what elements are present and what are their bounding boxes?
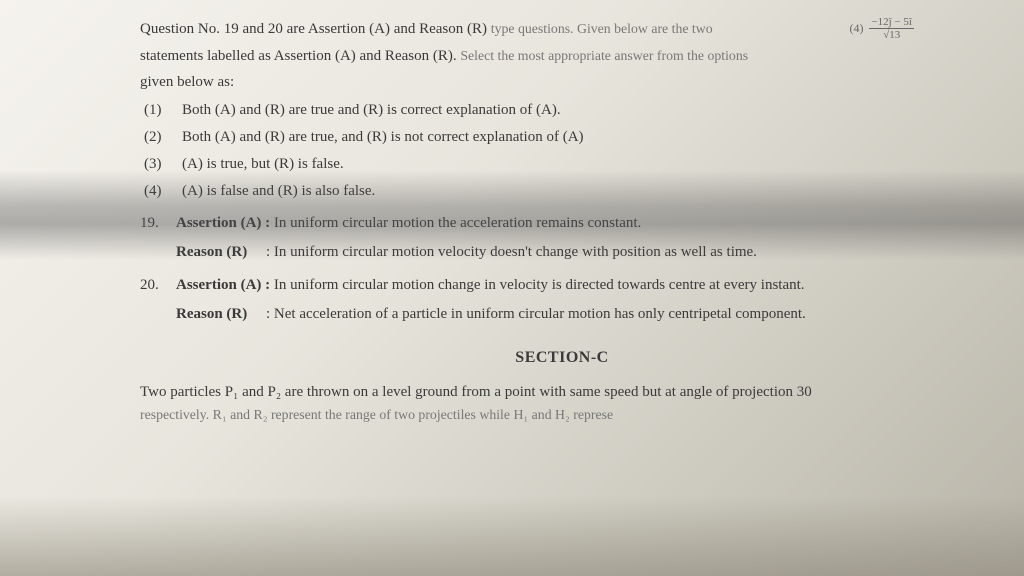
intro-2a: statements labelled as Assertion (A) and… [140,48,457,64]
option-3: (3) (A) is true, but (R) is false. [144,154,984,175]
q20-r-label: Reason (R) [176,306,247,322]
bottom-blur [0,496,1024,576]
q20-a-text: In uniform circular motion change in vel… [274,277,805,293]
q20-a-label: Assertion (A) : [176,277,270,293]
q20-r-sep: : [266,306,270,322]
option-3-text: (A) is true, but (R) is false. [182,154,344,175]
section-c-question: Two particles P₁ and P₂ are thrown on a … [140,381,984,428]
question-19: 19. Assertion (A) : In uniform circular … [140,212,984,265]
bottom-line2: respectively. R₁ and R₂ represent the ra… [140,407,613,422]
intro-1b: type questions. Given below are the two [491,21,713,36]
option-2: (2) Both (A) and (R) are true, and (R) i… [144,127,984,148]
intro-1a: Question No. 19 and 20 are Assertion (A)… [140,21,487,37]
intro-2b: Select the most appropriate answer from … [460,48,748,63]
page-content: Question No. 19 and 20 are Assertion (A)… [140,18,984,427]
q19-assertion: 19. Assertion (A) : In uniform circular … [140,212,984,235]
option-4-text: (A) is false and (R) is also false. [182,181,375,202]
bottom-line1: Two particles P₁ and P₂ are thrown on a … [140,384,812,400]
option-2-text: Both (A) and (R) are true, and (R) is no… [182,127,584,148]
q20-r-text: Net acceleration of a particle in unifor… [274,306,806,322]
intro-line-3: given below as: [140,71,984,94]
q19-num: 19. [140,212,168,235]
option-2-num: (2) [144,127,170,148]
option-4: (4) (A) is false and (R) is also false. [144,181,984,202]
intro-line-2: statements labelled as Assertion (A) and… [140,45,984,68]
answer-options: (1) Both (A) and (R) are true and (R) is… [144,100,984,202]
section-c-heading: SECTION-C [140,349,984,367]
q19-r-text: In uniform circular motion velocity does… [274,244,757,260]
option-1-num: (1) [144,100,170,121]
question-20: 20. Assertion (A) : In uniform circular … [140,274,984,327]
q19-reason: Reason (R) : In uniform circular motion … [176,241,984,264]
q19-a-label: Assertion (A) : [176,215,270,231]
intro-line-1: Question No. 19 and 20 are Assertion (A)… [140,18,984,41]
q19-a-text: In uniform circular motion the accelerat… [274,215,641,231]
q20-reason: Reason (R) : Net acceleration of a parti… [176,303,984,326]
q19-r-sep: : [266,244,270,260]
option-1-text: Both (A) and (R) are true and (R) is cor… [182,100,561,121]
option-1: (1) Both (A) and (R) are true and (R) is… [144,100,984,121]
q20-assertion: 20. Assertion (A) : In uniform circular … [140,274,984,297]
q20-num: 20. [140,274,168,297]
q19-r-label: Reason (R) [176,244,247,260]
option-3-num: (3) [144,154,170,175]
option-4-num: (4) [144,181,170,202]
